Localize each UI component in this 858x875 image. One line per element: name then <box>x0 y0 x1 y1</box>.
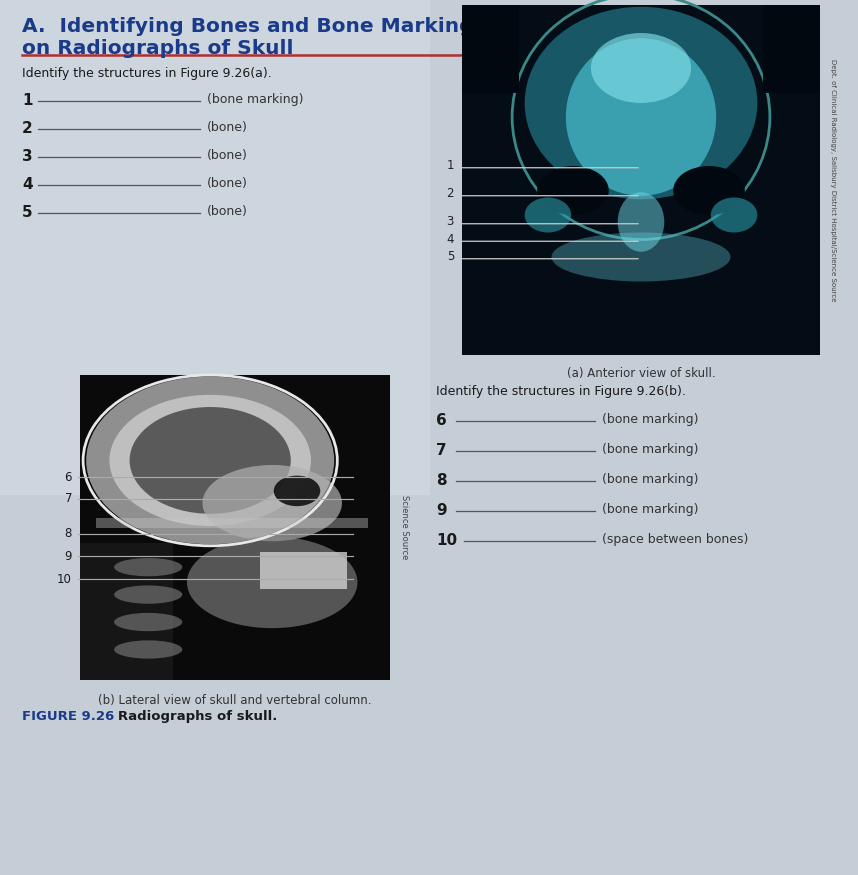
Text: 3: 3 <box>447 215 454 228</box>
Text: 10: 10 <box>436 533 457 548</box>
Text: 3: 3 <box>22 149 33 164</box>
Ellipse shape <box>110 395 311 526</box>
Text: Identify the structures in Figure 9.26(a).: Identify the structures in Figure 9.26(a… <box>22 67 272 80</box>
Text: 8: 8 <box>64 527 72 540</box>
Bar <box>80 542 173 680</box>
Text: Dept. of Clinical Radiology, Salisbury District Hospital/Science Source: Dept. of Clinical Radiology, Salisbury D… <box>830 59 836 301</box>
Text: 1: 1 <box>22 93 33 108</box>
Text: A.  Identifying Bones and Bone Markings: A. Identifying Bones and Bone Markings <box>22 17 486 36</box>
Ellipse shape <box>187 536 358 628</box>
Text: 9: 9 <box>436 503 447 518</box>
Ellipse shape <box>591 33 692 103</box>
Ellipse shape <box>114 585 182 604</box>
Text: 2: 2 <box>446 187 454 200</box>
Text: 6: 6 <box>64 471 72 484</box>
Text: (bone): (bone) <box>207 205 248 218</box>
Text: (a) Anterior view of skull.: (a) Anterior view of skull. <box>566 367 716 380</box>
Ellipse shape <box>552 233 730 282</box>
Ellipse shape <box>130 407 291 514</box>
Text: Science Source: Science Source <box>400 495 409 560</box>
Ellipse shape <box>114 612 182 631</box>
Ellipse shape <box>86 376 335 544</box>
Text: 5: 5 <box>22 205 33 220</box>
Text: (bone marking): (bone marking) <box>602 413 698 426</box>
Text: 7: 7 <box>436 443 447 458</box>
Text: (bone): (bone) <box>207 177 248 190</box>
Ellipse shape <box>674 166 745 215</box>
Text: (bone marking): (bone marking) <box>602 503 698 516</box>
Bar <box>462 5 519 93</box>
Text: 2: 2 <box>22 121 33 136</box>
Text: (bone): (bone) <box>207 149 248 162</box>
Ellipse shape <box>710 198 758 233</box>
Bar <box>462 5 820 355</box>
Text: 6: 6 <box>436 413 447 428</box>
Text: 4: 4 <box>446 233 454 246</box>
Text: (bone): (bone) <box>207 121 248 134</box>
Ellipse shape <box>114 640 182 659</box>
Ellipse shape <box>114 558 182 577</box>
Text: 10: 10 <box>57 573 72 586</box>
Text: (b) Lateral view of skull and vertebral column.: (b) Lateral view of skull and vertebral … <box>99 694 372 707</box>
Text: (space between bones): (space between bones) <box>602 533 748 546</box>
Text: FIGURE 9.26: FIGURE 9.26 <box>22 710 114 723</box>
Text: 8: 8 <box>436 473 447 488</box>
Ellipse shape <box>524 198 571 233</box>
Text: 4: 4 <box>22 177 33 192</box>
Text: 7: 7 <box>64 492 72 505</box>
Ellipse shape <box>524 7 758 200</box>
Bar <box>763 5 820 93</box>
Text: (bone marking): (bone marking) <box>602 473 698 486</box>
Text: 1: 1 <box>446 159 454 172</box>
Bar <box>80 375 390 680</box>
Bar <box>260 552 347 589</box>
Ellipse shape <box>274 476 320 506</box>
Bar <box>95 518 368 528</box>
Text: Radiographs of skull.: Radiographs of skull. <box>104 710 277 723</box>
Ellipse shape <box>202 465 342 542</box>
Text: Identify the structures in Figure 9.26(b).: Identify the structures in Figure 9.26(b… <box>436 385 686 398</box>
Text: (bone marking): (bone marking) <box>602 443 698 456</box>
Text: on Radiographs of Skull: on Radiographs of Skull <box>22 39 293 58</box>
Text: (bone marking): (bone marking) <box>207 93 304 106</box>
Text: 9: 9 <box>64 550 72 563</box>
Ellipse shape <box>565 38 716 196</box>
Bar <box>0 0 430 495</box>
Ellipse shape <box>537 166 609 215</box>
Text: 5: 5 <box>447 250 454 263</box>
Ellipse shape <box>618 192 664 252</box>
